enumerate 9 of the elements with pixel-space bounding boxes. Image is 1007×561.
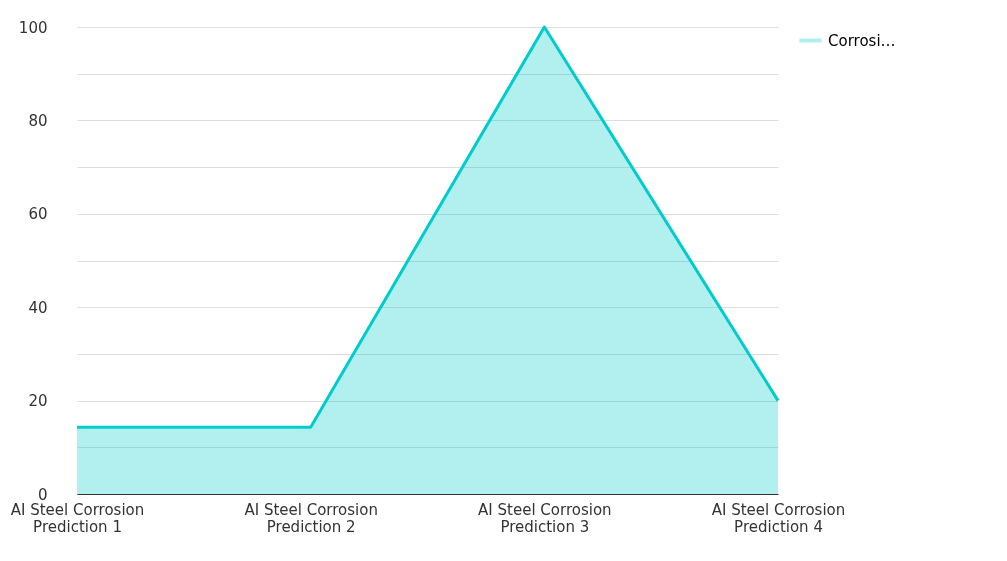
x-tick-label: AI Steel Corrosion Prediction 4 [711, 500, 846, 536]
y-tick-label: 80 [28, 111, 48, 130]
y-tick-label: 40 [28, 298, 48, 317]
x-tick-label: AI Steel Corrosion Prediction 3 [478, 500, 612, 536]
y-tick-label: 100 [18, 18, 48, 37]
y-tick-label: 60 [28, 205, 48, 224]
legend-label: Corrosi… [828, 31, 896, 50]
y-tick-label: 20 [28, 392, 48, 411]
x-tick-label: AI Steel Corrosion Prediction 2 [244, 500, 378, 536]
